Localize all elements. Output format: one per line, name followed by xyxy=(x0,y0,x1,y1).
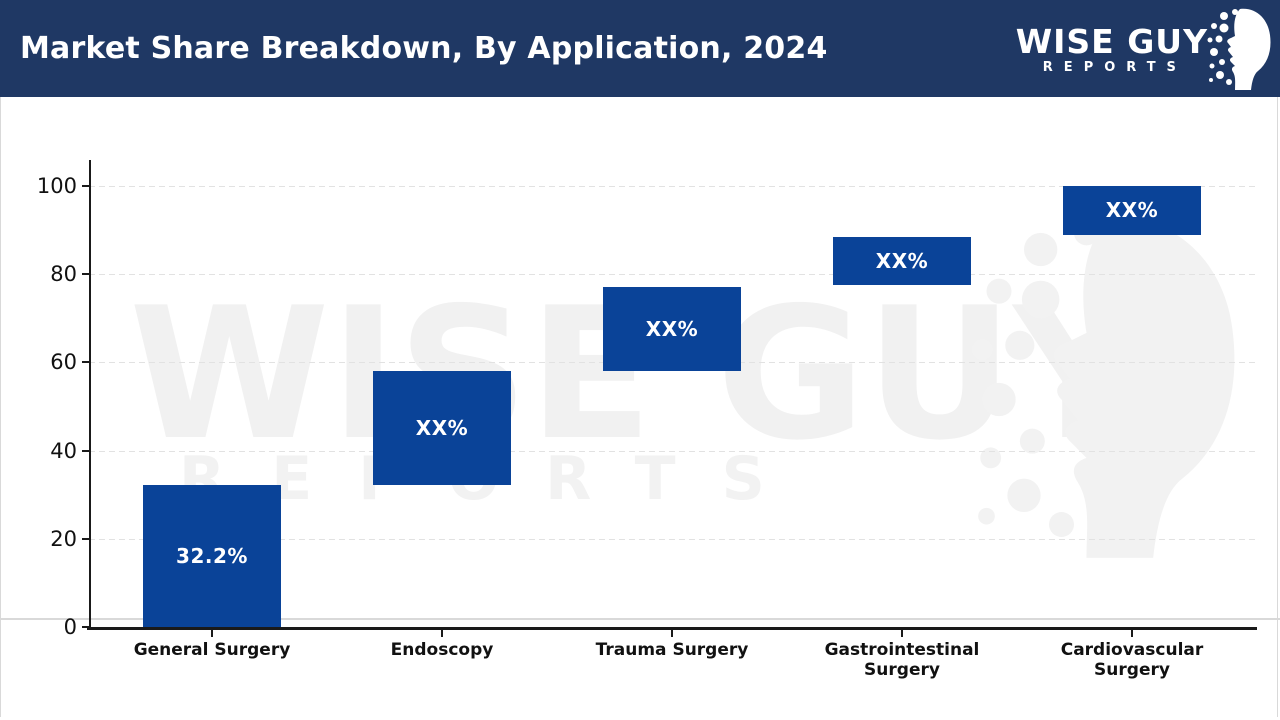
logo-subtitle: REPORTS xyxy=(1042,59,1187,75)
gridline-80 xyxy=(89,274,1257,276)
watermark-face-icon xyxy=(971,219,1235,558)
x-tick-3 xyxy=(901,630,903,637)
x-tick-0 xyxy=(211,630,213,637)
x-category-label-3: Gastrointestinal Surgery xyxy=(824,640,980,680)
bar-cardiovascular-surgery: XX% xyxy=(1063,186,1201,235)
wiseguy-logo: WISE GUY REPORTS xyxy=(1016,4,1274,94)
y-tick-label-20: 20 xyxy=(50,526,77,551)
y-tick-60 xyxy=(82,361,89,364)
y-tick-100 xyxy=(82,185,89,187)
y-tick-80 xyxy=(82,273,89,276)
x-category-label-2: Trauma Surgery xyxy=(595,640,749,660)
x-tick-1 xyxy=(441,630,443,637)
logo-face-icon xyxy=(1207,8,1271,91)
logo-wordmark: WISE GUY xyxy=(1015,21,1208,61)
bar-value-label: XX% xyxy=(645,317,699,342)
y-tick-label-60: 60 xyxy=(50,350,77,375)
x-category-label-4: Cardiovascular Surgery xyxy=(1060,640,1204,680)
x-category-label-1: Endoscopy xyxy=(390,640,494,660)
x-axis xyxy=(87,627,1257,630)
y-tick-label-100: 100 xyxy=(36,174,77,198)
x-tick-2 xyxy=(671,630,673,637)
bar-value-label: 32.2% xyxy=(176,543,248,568)
gridline-100 xyxy=(89,186,1257,187)
gridline-20 xyxy=(89,538,1257,540)
bar-value-label: XX% xyxy=(415,416,469,441)
logo-text: WISE GUY REPORTS xyxy=(1016,25,1208,74)
chart-area: WISE GUY REPORTS 02040608010032.2%Genera… xyxy=(0,97,1278,717)
y-tick-0 xyxy=(82,626,89,628)
y-tick-label-80: 80 xyxy=(50,262,77,287)
bottom-border xyxy=(0,618,1280,620)
header-bar: Market Share Breakdown, By Application, … xyxy=(0,0,1280,97)
y-tick-20 xyxy=(82,537,89,540)
bar-value-label: XX% xyxy=(1105,198,1159,223)
y-tick-label-0: 0 xyxy=(63,615,77,639)
bar-gastrointestinal-surgery: XX% xyxy=(833,236,971,286)
y-tick-40 xyxy=(82,449,89,452)
y-axis xyxy=(89,160,91,629)
chart-title: Market Share Breakdown, By Application, … xyxy=(20,31,828,66)
bar-value-label: XX% xyxy=(875,248,929,273)
bar-general-surgery: 32.2% xyxy=(143,484,281,627)
x-category-label-0: General Surgery xyxy=(133,640,291,660)
bar-trauma-surgery: XX% xyxy=(603,287,741,372)
x-tick-4 xyxy=(1131,630,1133,637)
y-tick-label-40: 40 xyxy=(50,438,77,463)
gridline-40 xyxy=(89,450,1257,452)
bar-endoscopy: XX% xyxy=(373,371,511,485)
